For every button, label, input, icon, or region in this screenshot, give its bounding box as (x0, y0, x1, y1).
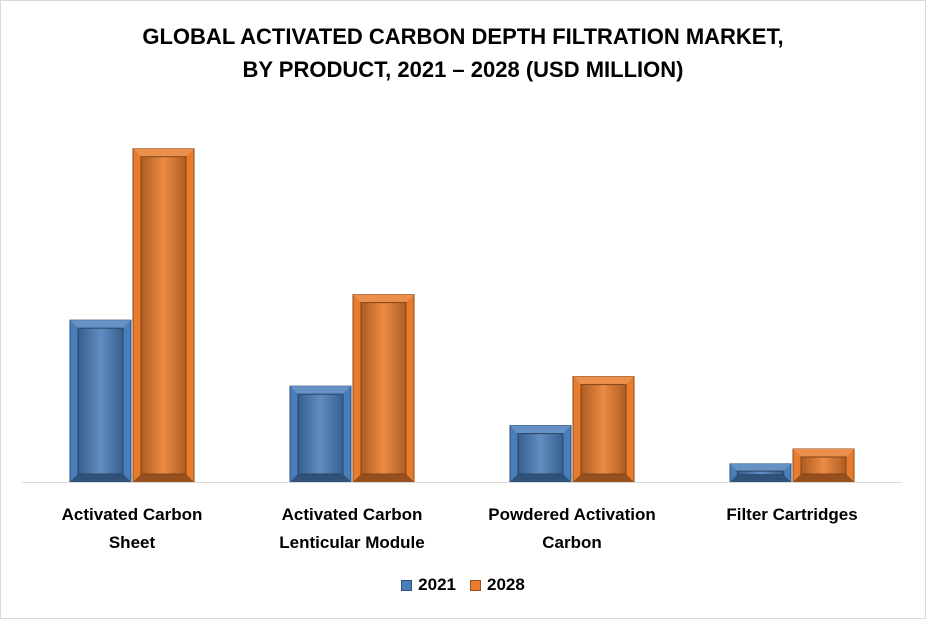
bar-face (580, 384, 627, 475)
legend: 2021 2028 (0, 575, 926, 595)
bar-2021-2 (509, 425, 572, 483)
bar-2021-3 (729, 463, 792, 483)
legend-swatch-2028 (470, 579, 481, 591)
bar-bevel-bottom (70, 474, 131, 482)
bar-face (360, 302, 407, 475)
bar-bevel-top (290, 386, 351, 395)
chart-title-line-2: BY PRODUCT, 2021 – 2028 (USD MILLION) (242, 57, 684, 82)
bar-face (140, 156, 187, 475)
bar-bevel-bottom (133, 474, 194, 482)
category-label-line: Sheet (109, 533, 156, 552)
bar-bevel-bottom (290, 474, 351, 482)
bar-face (297, 393, 344, 475)
legend-item-2021: 2021 (401, 575, 456, 595)
bar-bevel-bottom (793, 474, 854, 482)
bar-bevel-top (510, 425, 571, 434)
category-label-line: Carbon (542, 533, 602, 552)
legend-swatch-2021 (401, 579, 413, 591)
category-label-0: Activated Carbon Sheet (62, 505, 203, 552)
category-label-line: Activated Carbon (282, 505, 423, 524)
bar-2028-2 (572, 376, 635, 483)
legend-item-2028: 2028 (470, 575, 525, 595)
bar-bevel-bottom (510, 474, 571, 482)
category-label-1: Activated Carbon Lenticular Module (279, 505, 424, 552)
bar-bevel-top (730, 463, 791, 472)
category-label-line: Filter Cartridges (726, 505, 857, 524)
bar-bevel-top (70, 320, 131, 329)
bar-2028-0 (132, 148, 195, 483)
bar-face (736, 470, 785, 476)
bar-bevel-top (133, 148, 194, 157)
bar-bevel-top (353, 294, 414, 303)
bar-face (77, 327, 124, 475)
legend-label-2021: 2021 (418, 575, 456, 594)
category-label-3: Filter Cartridges (726, 505, 857, 524)
chart-title-line-1: GLOBAL ACTIVATED CARBON DEPTH FILTRATION… (142, 24, 784, 49)
bar-bevel-top (573, 376, 634, 385)
bar-bevel-bottom (353, 474, 414, 482)
category-label-line: Activated Carbon (62, 505, 203, 524)
bar-2028-1 (352, 294, 415, 483)
bar-2028-3 (792, 448, 855, 483)
category-label-line: Lenticular Module (279, 533, 424, 552)
bar-2021-1 (289, 385, 352, 483)
chart-title: GLOBAL ACTIVATED CARBON DEPTH FILTRATION… (0, 20, 926, 86)
bar-face (517, 433, 564, 475)
category-label-line: Powdered Activation (488, 505, 656, 524)
bar-bevel-top (793, 448, 854, 457)
legend-label-2028: 2028 (487, 575, 525, 594)
bar-2021-0 (69, 319, 132, 483)
bar-bevel-bottom (573, 474, 634, 482)
category-label-2: Powdered Activation Carbon (488, 505, 656, 552)
bar-bevel-bottom (730, 474, 791, 482)
bar-face (800, 456, 847, 475)
